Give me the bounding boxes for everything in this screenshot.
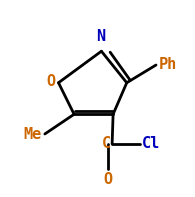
Text: N: N bbox=[96, 29, 105, 44]
Text: O: O bbox=[103, 172, 112, 187]
Text: Ph: Ph bbox=[159, 57, 177, 72]
Text: Me: Me bbox=[24, 127, 42, 142]
Text: C: C bbox=[102, 136, 111, 151]
Text: O: O bbox=[46, 74, 56, 89]
Text: Cl: Cl bbox=[142, 136, 161, 151]
